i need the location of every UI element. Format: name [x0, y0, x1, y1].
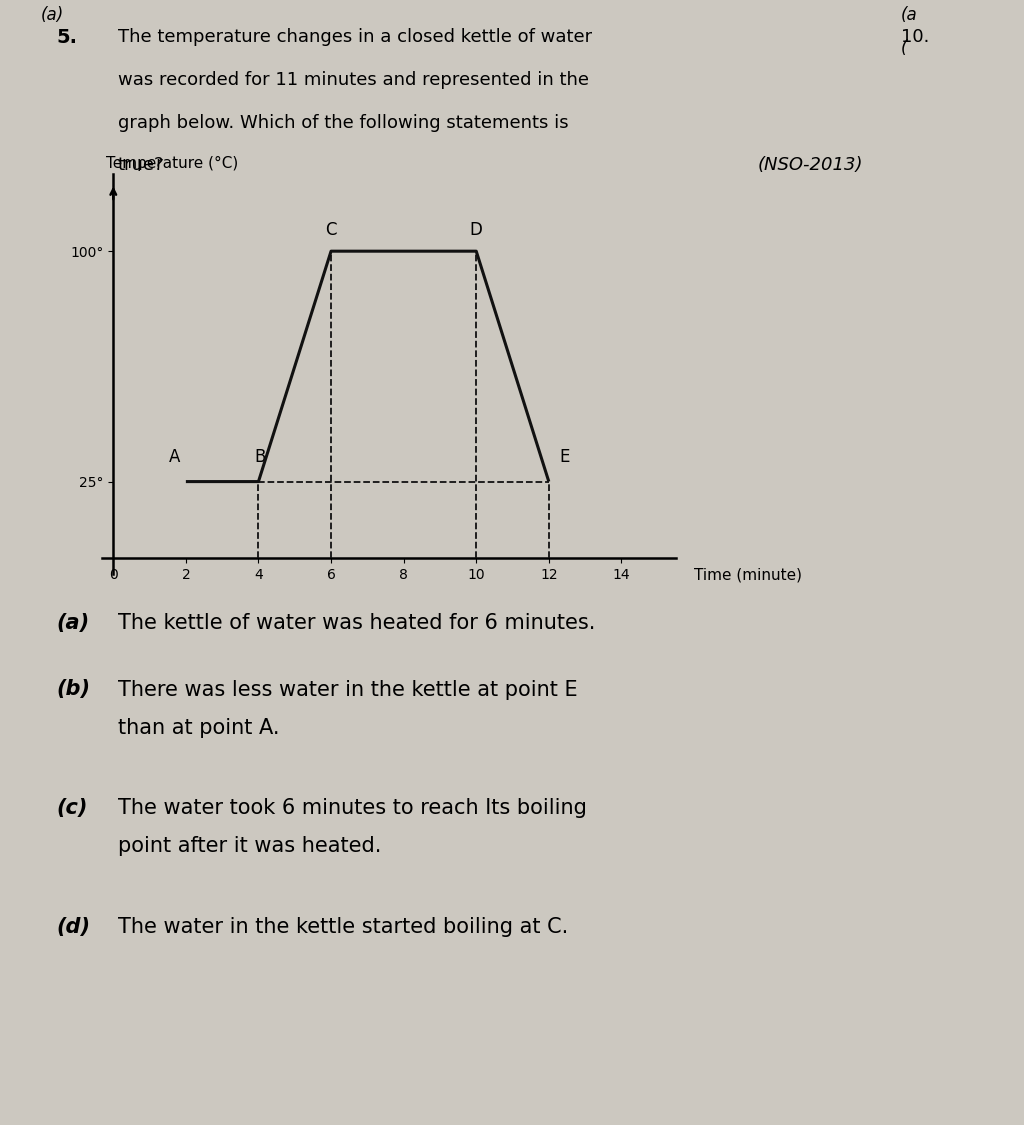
Text: The water in the kettle started boiling at C.: The water in the kettle started boiling … [118, 917, 568, 937]
Text: was recorded for 11 minutes and represented in the: was recorded for 11 minutes and represen… [118, 71, 589, 89]
Text: (NSO-2013): (NSO-2013) [758, 156, 863, 174]
Text: D: D [470, 220, 482, 238]
Text: B: B [255, 448, 266, 466]
Text: (c): (c) [56, 799, 88, 818]
Text: The water took 6 minutes to reach Its boiling: The water took 6 minutes to reach Its bo… [118, 799, 587, 818]
Text: true?: true? [118, 156, 164, 174]
Text: (a): (a) [41, 6, 65, 24]
Text: A: A [169, 448, 180, 466]
Text: The temperature changes in a closed kettle of water: The temperature changes in a closed kett… [118, 28, 592, 46]
Text: graph below. Which of the following statements is: graph below. Which of the following stat… [118, 114, 568, 132]
Text: E: E [560, 448, 570, 466]
Text: (b): (b) [56, 680, 90, 700]
Text: (a): (a) [56, 613, 89, 633]
Text: than at point A.: than at point A. [118, 718, 280, 738]
Text: (: ( [901, 39, 907, 57]
Text: Time (minute): Time (minute) [694, 568, 802, 583]
Text: 5.: 5. [56, 28, 78, 47]
Text: (a: (a [901, 6, 918, 24]
Text: Temperature (°C): Temperature (°C) [106, 156, 239, 171]
Text: (d): (d) [56, 917, 90, 937]
Text: point after it was heated.: point after it was heated. [118, 837, 381, 856]
Text: The kettle of water was heated for 6 minutes.: The kettle of water was heated for 6 min… [118, 613, 595, 633]
Text: C: C [326, 220, 337, 238]
Text: There was less water in the kettle at point E: There was less water in the kettle at po… [118, 680, 578, 700]
Text: 10.: 10. [901, 28, 930, 46]
